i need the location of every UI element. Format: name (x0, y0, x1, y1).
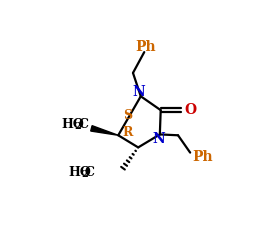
Text: N: N (133, 85, 146, 99)
Text: 2: 2 (75, 122, 81, 131)
Text: HO: HO (62, 118, 84, 131)
Text: C: C (78, 118, 88, 131)
Text: Ph: Ph (136, 40, 156, 54)
Text: N: N (152, 132, 165, 146)
Text: C: C (85, 166, 95, 179)
Text: R: R (123, 126, 133, 139)
Text: O: O (185, 103, 197, 117)
Text: HO: HO (69, 166, 91, 179)
Text: S: S (123, 109, 132, 122)
Text: Ph: Ph (192, 150, 212, 164)
Text: 2: 2 (82, 170, 88, 179)
Polygon shape (91, 126, 118, 135)
